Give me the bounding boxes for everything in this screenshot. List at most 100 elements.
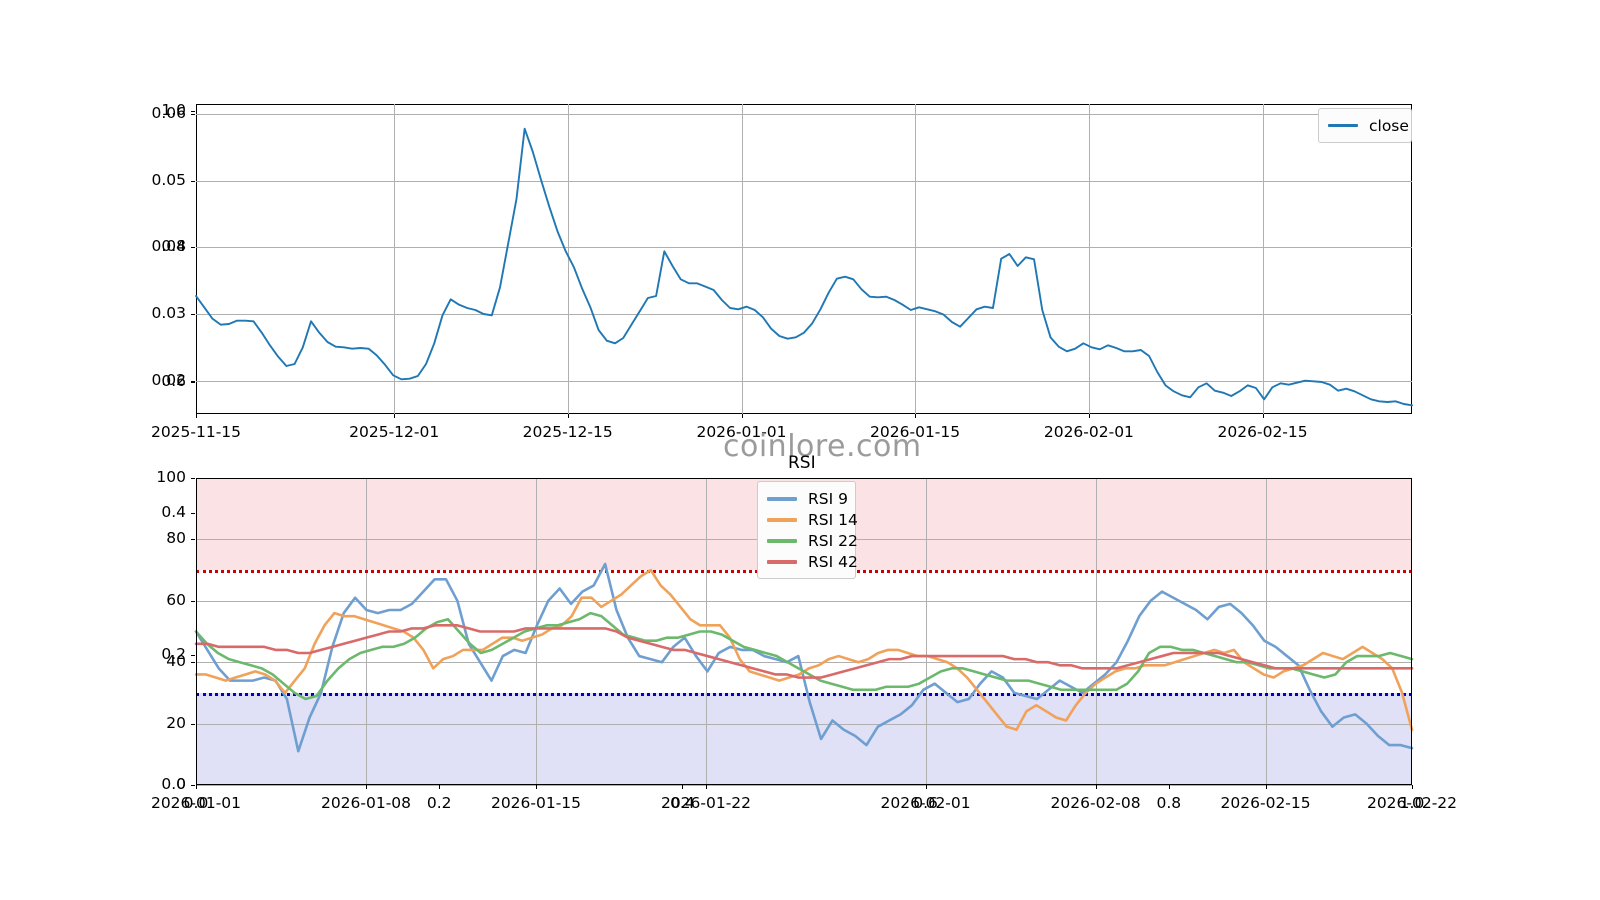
- rsi-gridline-v: [925, 478, 927, 785]
- rsi-y-tick-mark-secondary: [191, 785, 195, 786]
- price-gridline-v: [915, 104, 917, 414]
- rsi-y-tick-label-60: 60: [166, 590, 186, 609]
- rsi-x-tick-label-2026-02-15: 2026-02-15: [1220, 794, 1311, 812]
- rsi-x-tick-mark-numeric: [439, 785, 441, 789]
- price-x-tick-mark: [1088, 414, 1090, 418]
- rsi-legend-swatch-rsi-42: [767, 559, 797, 564]
- rsi-legend-row-rsi-42[interactable]: RSI 42: [767, 551, 858, 572]
- rsi-x-tick-mark: [366, 785, 367, 789]
- price-y-tick-mark-secondary: [191, 247, 195, 248]
- price-gridline-v: [567, 104, 569, 414]
- price-legend-label-close: close: [1369, 116, 1409, 135]
- rsi-legend-label-rsi-22: RSI 22: [808, 531, 858, 550]
- rsi-legend-row-rsi-22[interactable]: RSI 22: [767, 530, 858, 551]
- price-x-tick-label-2026-02-15: 2026-02-15: [1217, 423, 1308, 441]
- rsi-series-svg: [194, 562, 1414, 753]
- price-y-tick-mark: [191, 380, 195, 382]
- price-chart-panel: [195, 104, 1413, 414]
- price-gridline-h: [196, 314, 1412, 315]
- price-gridline-h: [196, 380, 1412, 382]
- price-y-tick-label-0.02: 0.02: [151, 370, 186, 389]
- price-gridline-v: [741, 104, 743, 414]
- price-legend[interactable]: close: [1318, 108, 1412, 143]
- rsi-x-tick-label-2026-01-01: 2026-01-01: [150, 794, 242, 812]
- rsi-y-tick-label-100: 100: [156, 468, 186, 486]
- rsi-y-tick-mark: [191, 723, 195, 725]
- rsi-y-tick-label-secondary-0.4: 0.4: [161, 503, 186, 521]
- rsi-legend-label-rsi-9: RSI 9: [808, 489, 848, 508]
- rsi-x-tick-label-numeric-0.8: 0.8: [1156, 794, 1182, 812]
- rsi-x-tick-label-numeric-0.4: 0.4: [670, 794, 695, 812]
- price-x-tick-label-2026-01-15: 2026-01-15: [870, 423, 961, 441]
- price-y-tick-label-secondary-0.6: 0.6: [161, 372, 186, 390]
- watermark-coinlore: coinlore.com: [723, 429, 922, 464]
- price-gridline-h: [196, 114, 1412, 115]
- rsi-x-tick-mark: [706, 785, 707, 789]
- rsi-x-tick-label-numeric-0.6: 0.6: [913, 794, 938, 812]
- price-x-tick-label-2026-02-01: 2026-02-01: [1043, 423, 1134, 441]
- price-y-tick-label-0.04: 0.04: [151, 237, 186, 256]
- rsi-y-tick-label-0: 0: [176, 775, 186, 793]
- price-y-tick-mark-secondary: [191, 382, 195, 383]
- rsi-x-tick-mark: [1095, 785, 1097, 789]
- price-y-tick-mark: [191, 114, 195, 115]
- price-y-tick-mark: [191, 180, 195, 182]
- rsi-gridline-h: [196, 723, 1412, 725]
- rsi-gridline-v: [536, 478, 537, 785]
- rsi-legend-label-rsi-42: RSI 42: [808, 552, 858, 571]
- rsi-legend-row-rsi-14[interactable]: RSI 14: [767, 509, 858, 530]
- price-legend-row-close[interactable]: close: [1328, 115, 1409, 136]
- rsi-y-tick-mark: [191, 662, 195, 664]
- rsi-gridline-h: [196, 600, 1412, 602]
- rsi-series-rsi-9: [194, 562, 1414, 753]
- rsi-legend-row-rsi-9[interactable]: RSI 9: [767, 488, 848, 509]
- rsi-y-tick-label-20: 20: [166, 713, 186, 732]
- rsi-legend-swatch-rsi-9: [767, 496, 797, 501]
- rsi-x-tick-label-2026-01-08: 2026-01-08: [320, 794, 412, 812]
- price-x-tick-label-2025-11-15: 2025-11-15: [150, 423, 242, 441]
- price-x-tick-mark: [567, 414, 569, 418]
- price-x-tick-mark: [196, 414, 197, 418]
- rsi-x-tick-label-numeric-1.0: 1.0: [1399, 794, 1425, 812]
- rsi-y-tick-mark: [191, 478, 195, 479]
- rsi-x-tick-mark-numeric: [196, 785, 197, 789]
- price-x-tick-label-2025-12-01: 2025-12-01: [349, 423, 440, 441]
- price-y-tick-label-0.03: 0.03: [151, 304, 186, 322]
- price-x-tick-label-2026-01-01: 2026-01-01: [696, 423, 787, 441]
- price-y-tick-mark-secondary: [191, 111, 195, 112]
- price-series-close: [195, 127, 1413, 407]
- rsi-x-tick-mark: [1265, 785, 1267, 789]
- price-x-tick-mark: [741, 414, 743, 418]
- rsi-x-tick-label-2026-01-15: 2026-01-15: [490, 794, 582, 812]
- rsi-x-tick-mark-numeric: [682, 785, 684, 789]
- rsi-axes-frame: [196, 478, 1412, 785]
- rsi-y-tick-label-80: 80: [166, 529, 186, 548]
- rsi-y-tick-label-secondary-0.0: 0.0: [161, 775, 186, 793]
- rsi-legend[interactable]: RSI 9 RSI 14 RSI 22 RSI 42: [757, 481, 858, 579]
- rsi-legend-label-rsi-14: RSI 14: [808, 510, 858, 529]
- rsi-x-tick-mark-numeric: [1412, 785, 1413, 789]
- price-y-tick-mark: [191, 314, 195, 315]
- price-gridline-v: [394, 104, 396, 414]
- rsi-gridline-v: [1265, 478, 1267, 785]
- rsi-y-tick-label-secondary-0.2: 0.2: [161, 645, 186, 663]
- price-y-tick-label-secondary-1.0: 1.0: [161, 101, 186, 119]
- rsi-gridline-v: [366, 478, 367, 785]
- rsi-series-rsi-22: [194, 611, 1414, 701]
- rsi-x-tick-label-2026-01-22: 2026-01-22: [660, 794, 752, 812]
- rsi-y-tick-mark: [191, 539, 195, 541]
- rsi-zone-oversold: [196, 692, 1412, 785]
- price-legend-swatch-close: [1328, 123, 1358, 128]
- rsi-x-tick-mark-numeric: [1168, 785, 1170, 789]
- rsi-x-tick-label-2026-02-08: 2026-02-08: [1050, 794, 1141, 812]
- price-x-tick-mark: [1262, 414, 1264, 418]
- price-gridline-h: [196, 180, 1412, 182]
- rsi-x-tick-label-2026-02-22: 2026-02-22: [1366, 794, 1458, 812]
- price-x-tick-label-2025-12-15: 2025-12-15: [522, 423, 613, 441]
- rsi-legend-swatch-rsi-14: [767, 517, 797, 522]
- rsi-gridline-v: [1095, 478, 1097, 785]
- price-gridline-h: [196, 247, 1412, 249]
- rsi-panel-title: RSI: [788, 453, 816, 473]
- rsi-gridline-h: [196, 785, 1412, 786]
